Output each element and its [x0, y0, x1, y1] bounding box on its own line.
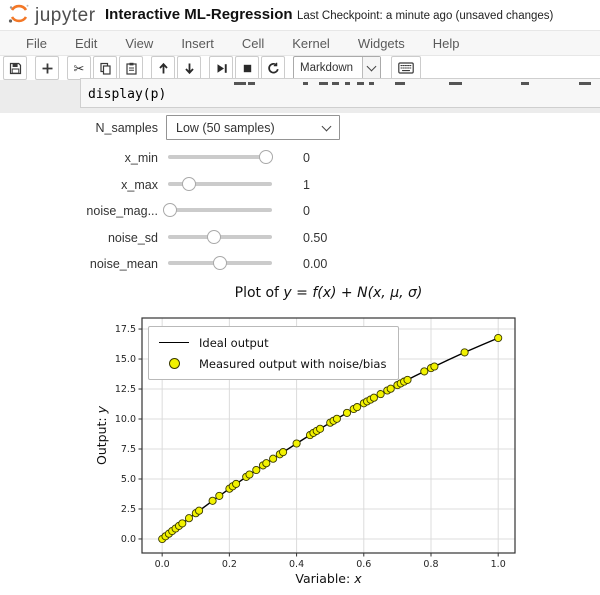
- menu-item-edit[interactable]: Edit: [74, 35, 98, 51]
- slider-label: noise_mag...: [86, 204, 158, 218]
- notebook-header: jupyter Interactive ML-Regression Last C…: [0, 0, 600, 30]
- checkpoint-status: Last Checkpoint: a minute ago (unsaved c…: [297, 10, 554, 22]
- svg-text:2.5: 2.5: [121, 504, 136, 515]
- menu-item-help[interactable]: Help: [432, 35, 460, 51]
- notebook-title[interactable]: Interactive ML-Regression: [105, 6, 293, 23]
- slider-readout: 0.00: [303, 257, 328, 271]
- svg-text:7.5: 7.5: [121, 444, 136, 455]
- svg-text:Variable: x: Variable: x: [295, 571, 362, 586]
- svg-text:0.0: 0.0: [155, 559, 170, 570]
- jupyter-logo[interactable]: jupyter: [8, 3, 100, 29]
- svg-text:0.8: 0.8: [423, 559, 438, 570]
- circle-marker-swatch: [157, 358, 191, 369]
- menu-item-view[interactable]: View: [125, 35, 154, 51]
- slider-handle[interactable]: [181, 177, 196, 191]
- slider-label: noise_mean: [89, 257, 158, 271]
- svg-text:0.6: 0.6: [356, 559, 371, 570]
- plot-title: Plot of y = f(x) + N(x, μ, σ): [234, 285, 423, 301]
- menu-item-kernel[interactable]: Kernel: [292, 35, 330, 51]
- interrupt-kernel-button[interactable]: [235, 56, 259, 80]
- slider-label: noise_sd: [107, 231, 158, 245]
- legend-entry-measured: Measured output with noise/bias: [157, 353, 386, 374]
- insert-cell-below-button[interactable]: [35, 56, 59, 80]
- slider-handle[interactable]: [258, 150, 273, 164]
- copy-cells-button[interactable]: [93, 56, 117, 80]
- menu-item-cell[interactable]: Cell: [241, 35, 265, 51]
- n-samples-dropdown[interactable]: Low (50 samples): [166, 115, 340, 140]
- noise-mean-slider[interactable]: [168, 256, 272, 270]
- dropdown-value: Low (50 samples): [176, 120, 275, 135]
- move-cells-down-button[interactable]: [177, 56, 201, 80]
- slider-label: x_min: [124, 151, 158, 165]
- menu-item-widgets[interactable]: Widgets: [357, 35, 405, 51]
- svg-text:15.0: 15.0: [115, 354, 136, 365]
- legend-label: Measured output with noise/bias: [199, 356, 387, 371]
- arrow-down-icon: [183, 62, 196, 75]
- jupyter-planet-icon: [8, 3, 30, 30]
- svg-text:10.0: 10.0: [115, 414, 136, 425]
- save-button[interactable]: [3, 56, 27, 80]
- code-cell[interactable]: display(p): [80, 78, 600, 108]
- svg-text:0.0: 0.0: [121, 534, 136, 545]
- menu-item-file[interactable]: File: [26, 35, 47, 51]
- menu-bar: File Edit View Insert Cell Kernel Widget…: [0, 30, 600, 56]
- keyboard-shortcuts-button[interactable]: [391, 56, 421, 80]
- x-min-slider[interactable]: [168, 150, 273, 164]
- paste-icon-button[interactable]: [119, 56, 143, 80]
- cut-cells-button[interactable]: ✂: [67, 56, 91, 80]
- scissors-icon: ✂: [73, 60, 85, 76]
- paste-icon: [125, 62, 138, 75]
- cell-type-select[interactable]: Markdown: [293, 56, 381, 80]
- plot-figure: 0.0 0.2 0.4 0.6 0.8 1.0 0.0 2.5 5.0 7.5 10.0 12.5 15…: [90, 306, 550, 595]
- legend-label: Ideal output: [199, 335, 269, 350]
- run-icon: [215, 62, 228, 75]
- svg-text:1.0: 1.0: [491, 559, 506, 570]
- save-icon: [9, 62, 22, 75]
- svg-text:0.4: 0.4: [289, 559, 304, 570]
- svg-text:12.5: 12.5: [115, 384, 136, 395]
- svg-text:Output: y: Output: y: [94, 405, 109, 465]
- slider-handle[interactable]: [163, 203, 178, 217]
- svg-text:5.0: 5.0: [121, 474, 136, 485]
- plus-icon: [41, 62, 54, 75]
- toolbar: ✂: [0, 56, 600, 80]
- line-swatch: [157, 342, 191, 343]
- noise-sd-slider[interactable]: [168, 230, 272, 244]
- dropdown-label: N_samples: [95, 121, 158, 135]
- restart-icon: [267, 62, 280, 75]
- move-cells-up-button[interactable]: [151, 56, 175, 80]
- noise-mag-slider[interactable]: [163, 203, 272, 217]
- slider-readout: 1: [303, 178, 310, 192]
- cell-type-value: Markdown: [300, 62, 354, 74]
- chevron-down-icon: [366, 61, 377, 72]
- copy-icon: [99, 62, 112, 75]
- keyboard-icon: [398, 62, 414, 74]
- slider-handle[interactable]: [206, 230, 221, 244]
- svg-text:0.2: 0.2: [222, 559, 237, 570]
- legend-entry-ideal: Ideal output: [157, 332, 386, 353]
- arrow-up-icon: [157, 62, 170, 75]
- svg-text:17.5: 17.5: [115, 324, 136, 335]
- jupyter-logo-text: jupyter: [35, 5, 96, 26]
- legend: Ideal output Measured output with noise/…: [148, 326, 400, 380]
- slider-readout: 0: [303, 204, 310, 218]
- menu-item-insert[interactable]: Insert: [181, 35, 214, 51]
- run-cell-button[interactable]: [209, 56, 233, 80]
- slider-readout: 0: [303, 151, 310, 165]
- code-line: display(p): [88, 87, 167, 102]
- x-max-slider[interactable]: [168, 177, 272, 191]
- slider-handle[interactable]: [213, 256, 227, 270]
- stop-icon: [241, 62, 254, 75]
- slider-label: x_max: [121, 178, 158, 192]
- restart-kernel-button[interactable]: [261, 56, 285, 80]
- slider-readout: 0.50: [303, 231, 328, 245]
- chevron-down-icon: [321, 121, 332, 131]
- select-arrow: [362, 57, 380, 79]
